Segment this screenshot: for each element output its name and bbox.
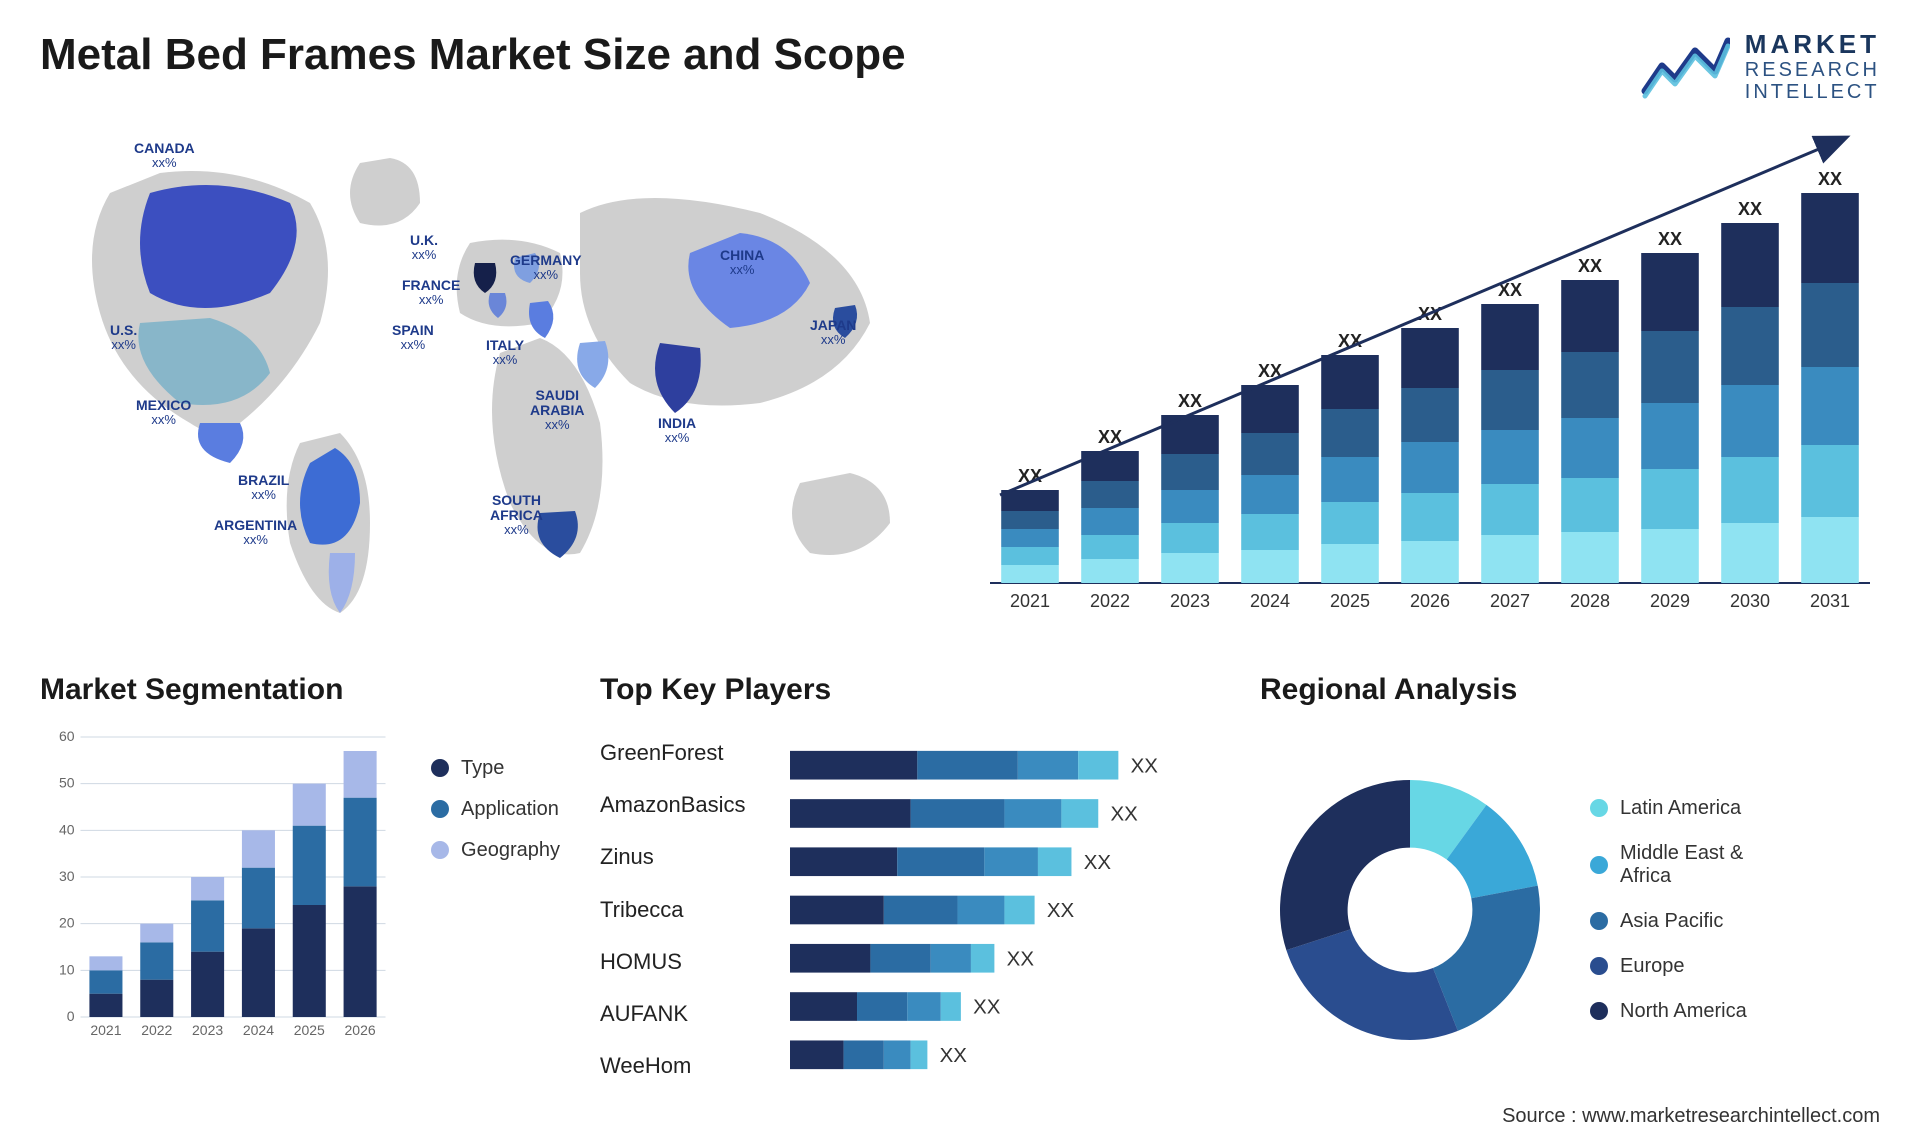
growth-chart-svg: XX2021XX2022XX2023XX2024XX2025XX2026XX20… bbox=[980, 123, 1880, 633]
brand-line3: INTELLECT bbox=[1745, 81, 1880, 103]
player-name: Zinus bbox=[600, 844, 770, 870]
regional-panel: Regional Analysis Latin America Middle Ea… bbox=[1260, 673, 1880, 1093]
player-name: AUFANK bbox=[600, 1001, 770, 1027]
map-label: U.K.xx% bbox=[410, 233, 438, 263]
segmentation-chart-svg: 0 10 20 30 40 50 60 2021 2022 2023 2024 2025 2026 bbox=[40, 727, 401, 1047]
svg-text:2023: 2023 bbox=[192, 1022, 223, 1038]
legend-item: Geography bbox=[431, 839, 560, 862]
svg-text:2021: 2021 bbox=[1010, 591, 1050, 611]
svg-text:2028: 2028 bbox=[1570, 591, 1610, 611]
svg-text:XX: XX bbox=[1047, 899, 1075, 922]
brand-mark-icon bbox=[1640, 31, 1730, 101]
map-label: U.S.xx% bbox=[110, 323, 137, 353]
svg-text:XX: XX bbox=[1178, 391, 1202, 411]
svg-text:XX: XX bbox=[1578, 256, 1602, 276]
svg-text:2024: 2024 bbox=[1250, 591, 1290, 611]
regional-legend: Latin America Middle East &Africa Asia Pac… bbox=[1590, 797, 1747, 1023]
map-label: SOUTHAFRICAxx% bbox=[490, 493, 543, 538]
page-title: Metal Bed Frames Market Size and Scope bbox=[40, 30, 906, 80]
map-label: INDIAxx% bbox=[658, 416, 696, 446]
svg-text:XX: XX bbox=[940, 1044, 968, 1067]
svg-text:0: 0 bbox=[67, 1008, 75, 1024]
segmentation-legend: Type Application Geography bbox=[431, 727, 560, 1093]
legend-item: Application bbox=[431, 798, 560, 821]
map-label: ITALYxx% bbox=[486, 338, 524, 368]
player-name: GreenForest bbox=[600, 740, 770, 766]
brand-line1: MARKET bbox=[1745, 30, 1880, 59]
svg-text:XX: XX bbox=[1131, 754, 1159, 777]
svg-text:2022: 2022 bbox=[141, 1022, 172, 1038]
brand-logo: MARKET RESEARCH INTELLECT bbox=[1640, 30, 1880, 103]
svg-text:2029: 2029 bbox=[1650, 591, 1690, 611]
svg-text:60: 60 bbox=[59, 728, 75, 744]
legend-item: Middle East &Africa bbox=[1590, 842, 1747, 888]
svg-text:XX: XX bbox=[1818, 169, 1842, 189]
map-label: ARGENTINAxx% bbox=[214, 518, 297, 548]
regional-donut-svg bbox=[1260, 760, 1560, 1060]
svg-text:10: 10 bbox=[59, 961, 75, 977]
legend-item: Asia Pacific bbox=[1590, 910, 1747, 933]
map-label: CANADAxx% bbox=[134, 141, 195, 171]
svg-text:XX: XX bbox=[1738, 199, 1762, 219]
map-label: MEXICOxx% bbox=[136, 398, 191, 428]
svg-text:2023: 2023 bbox=[1170, 591, 1210, 611]
svg-text:2021: 2021 bbox=[90, 1022, 121, 1038]
map-label: FRANCExx% bbox=[402, 278, 460, 308]
source-attribution: Source : www.marketresearchintellect.com bbox=[1502, 1105, 1880, 1128]
segmentation-panel: Market Segmentation 0 10 20 30 40 50 60 2021 202… bbox=[40, 673, 560, 1093]
player-name: AmazonBasics bbox=[600, 792, 770, 818]
svg-text:2026: 2026 bbox=[345, 1022, 376, 1038]
svg-text:2024: 2024 bbox=[243, 1022, 274, 1038]
world-map-svg bbox=[40, 123, 940, 633]
svg-text:2025: 2025 bbox=[294, 1022, 325, 1038]
svg-text:40: 40 bbox=[59, 821, 75, 837]
map-label: SPAINxx% bbox=[392, 323, 434, 353]
key-players-title: Top Key Players bbox=[600, 673, 1220, 707]
player-name: WeeHom bbox=[600, 1053, 770, 1079]
player-name: Tribecca bbox=[600, 897, 770, 923]
svg-text:2027: 2027 bbox=[1490, 591, 1530, 611]
world-map-panel: CANADAxx% U.S.xx% MEXICOxx% BRAZILxx% ARGENT… bbox=[40, 123, 940, 633]
map-label: JAPANxx% bbox=[810, 318, 856, 348]
key-players-panel: Top Key Players GreenForest AmazonBasics Z… bbox=[600, 673, 1220, 1093]
map-label: SAUDIARABIAxx% bbox=[530, 388, 584, 433]
svg-text:2025: 2025 bbox=[1330, 591, 1370, 611]
svg-text:XX: XX bbox=[1007, 947, 1035, 970]
key-players-names: GreenForest AmazonBasics Zinus Tribecca HOMU… bbox=[600, 727, 770, 1093]
segmentation-title: Market Segmentation bbox=[40, 673, 560, 707]
regional-title: Regional Analysis bbox=[1260, 673, 1880, 707]
legend-item: Latin America bbox=[1590, 797, 1747, 820]
svg-text:2030: 2030 bbox=[1730, 591, 1770, 611]
map-label: CHINAxx% bbox=[720, 248, 764, 278]
svg-text:30: 30 bbox=[59, 868, 75, 884]
map-label: BRAZILxx% bbox=[238, 473, 289, 503]
svg-text:50: 50 bbox=[59, 774, 75, 790]
svg-text:XX: XX bbox=[1084, 850, 1112, 873]
svg-text:2022: 2022 bbox=[1090, 591, 1130, 611]
svg-text:2026: 2026 bbox=[1410, 591, 1450, 611]
key-players-chart-svg: XX XX XX XX XX XX XX bbox=[790, 727, 1220, 1093]
legend-item: Europe bbox=[1590, 955, 1747, 978]
legend-item: North America bbox=[1590, 1000, 1747, 1023]
svg-text:2031: 2031 bbox=[1810, 591, 1850, 611]
svg-text:XX: XX bbox=[973, 995, 1001, 1018]
legend-item: Type bbox=[431, 757, 560, 780]
player-name: HOMUS bbox=[600, 949, 770, 975]
brand-line2: RESEARCH bbox=[1745, 59, 1880, 81]
svg-text:XX: XX bbox=[1658, 229, 1682, 249]
svg-text:20: 20 bbox=[59, 914, 75, 930]
map-label: GERMANYxx% bbox=[510, 253, 582, 283]
svg-text:XX: XX bbox=[1111, 802, 1139, 825]
growth-chart-panel: XX2021XX2022XX2023XX2024XX2025XX2026XX20… bbox=[980, 123, 1880, 633]
